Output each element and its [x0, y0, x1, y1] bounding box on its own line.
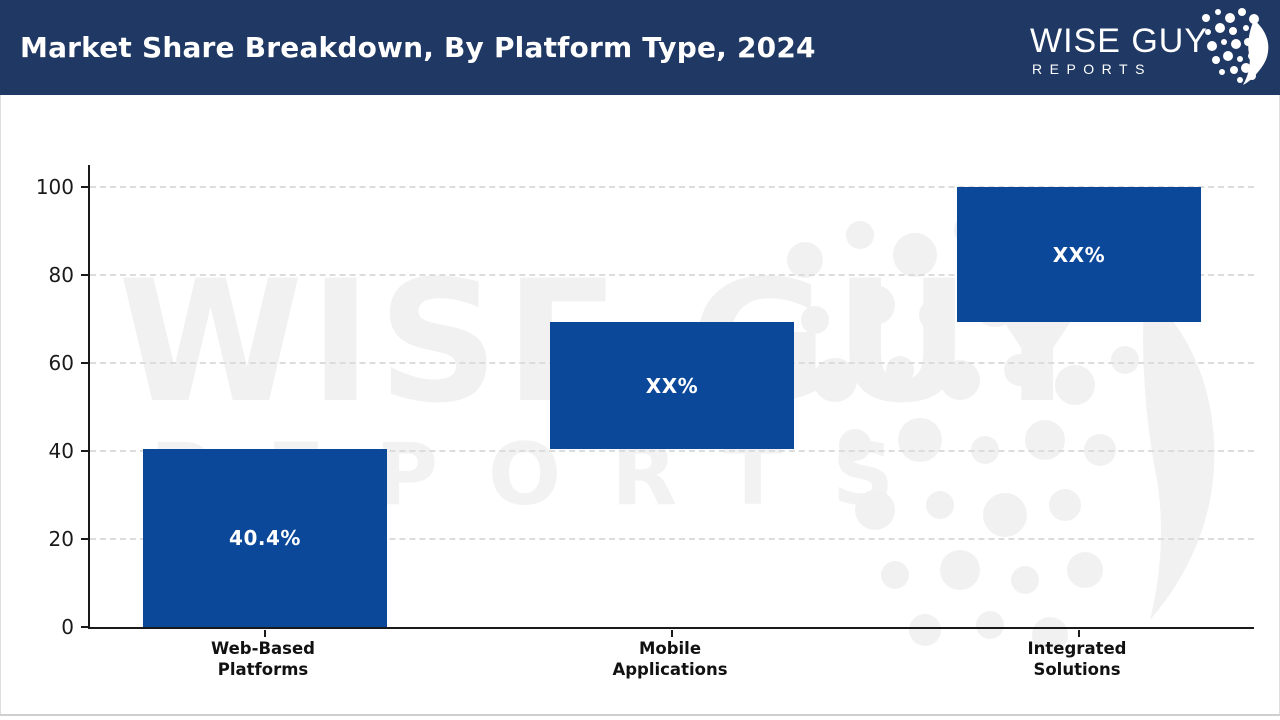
- gridline-20: [90, 538, 1254, 540]
- x-tick-mark-3: [1078, 630, 1080, 637]
- y-tick-mark-100: [81, 186, 88, 188]
- figure-border-bottom: [0, 714, 1280, 716]
- y-tick-label-100: 100: [35, 175, 74, 199]
- y-tick-label-0: 0: [61, 615, 74, 639]
- y-tick-label-80: 80: [48, 263, 74, 287]
- logo-text: WISE GUY REPORTS: [1030, 24, 1208, 77]
- header-bar: Market Share Breakdown, By Platform Type…: [0, 0, 1280, 95]
- logo-wordmark: WISE GUY: [1030, 22, 1209, 60]
- x-category-label-2: Mobile Applications: [612, 639, 728, 679]
- y-tick-label-20: 20: [48, 527, 74, 551]
- bar-segment-3: XX%: [957, 187, 1201, 323]
- gridline-80: [90, 274, 1254, 276]
- chart-title: Market Share Breakdown, By Platform Type…: [20, 31, 816, 64]
- bar-value-label-3: XX%: [1052, 242, 1106, 267]
- wise-guy-logo: WISE GUY REPORTS: [1002, 4, 1272, 92]
- logo-face-icon: [1202, 8, 1269, 85]
- bar-value-label-2: XX%: [645, 373, 699, 398]
- bar-segment-2: XX%: [550, 322, 794, 450]
- y-tick-label-40: 40: [48, 439, 74, 463]
- plot-area: 40.4% XX% XX%: [81, 165, 1254, 637]
- gridline-40: [90, 450, 1254, 452]
- y-tick-mark-40: [81, 450, 88, 452]
- x-axis-category-labels: Web-Based Platforms Mobile Applications In…: [0, 638, 1280, 698]
- y-axis-tick-labels: 0 20 40 60 80 100: [0, 165, 74, 639]
- gridline-100: [90, 186, 1254, 188]
- logo-subtitle: REPORTS: [1032, 61, 1152, 77]
- x-tick-mark-1: [264, 630, 266, 637]
- x-tick-mark-2: [671, 630, 673, 637]
- y-tick-mark-60: [81, 362, 88, 364]
- figure-border-left: [0, 95, 1, 715]
- y-tick-mark-20: [81, 538, 88, 540]
- x-category-label-3: Integrated Solutions: [1027, 639, 1127, 679]
- y-tick-mark-0: [81, 626, 88, 628]
- x-category-label-1: Web-Based Platforms: [211, 639, 315, 679]
- y-tick-label-60: 60: [48, 351, 74, 375]
- y-tick-mark-80: [81, 274, 88, 276]
- bar-value-label-1: 40.4%: [229, 526, 301, 551]
- bar-segment-1: 40.4%: [143, 449, 387, 627]
